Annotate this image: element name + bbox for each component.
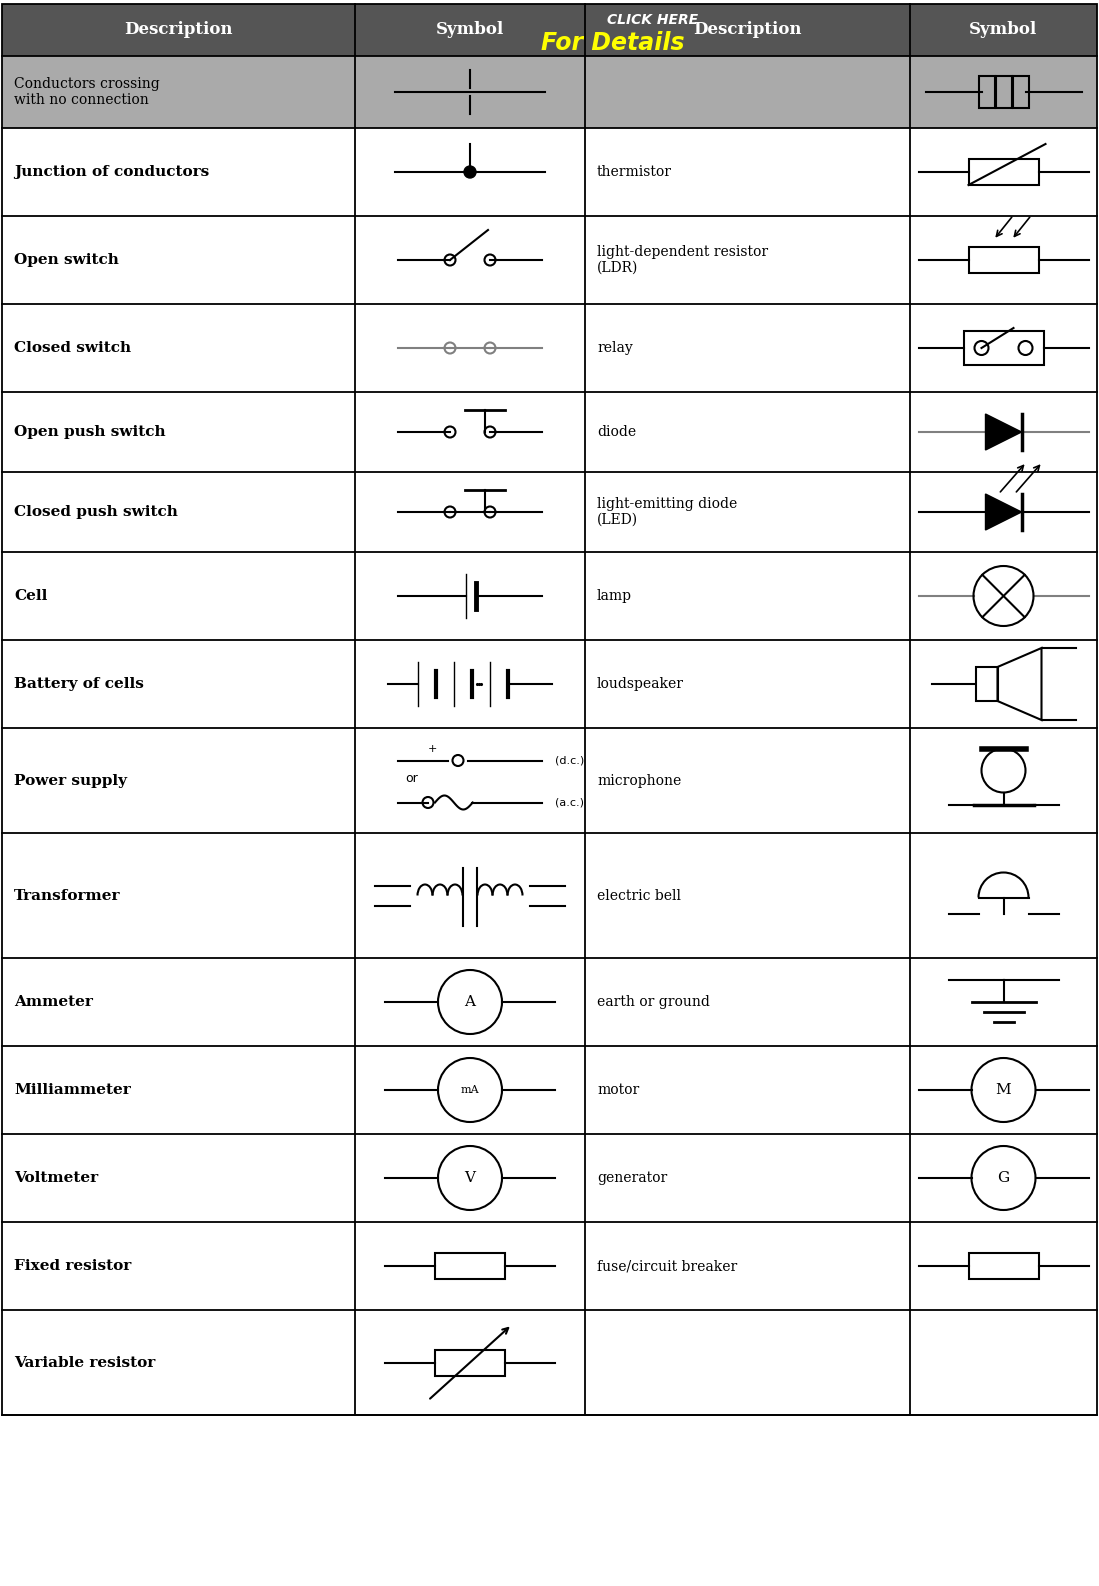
Bar bbox=[435, 1350, 506, 1375]
Text: mA: mA bbox=[460, 1085, 479, 1094]
Text: (d.c.): (d.c.) bbox=[555, 755, 585, 766]
Text: diode: diode bbox=[597, 425, 636, 439]
Bar bbox=[2, 56, 1097, 128]
Bar bbox=[2, 5, 1097, 1415]
Text: microphone: microphone bbox=[597, 774, 681, 788]
Polygon shape bbox=[986, 493, 1021, 530]
Text: Cell: Cell bbox=[14, 588, 47, 603]
Text: light-dependent resistor
(LDR): light-dependent resistor (LDR) bbox=[597, 244, 768, 274]
Text: earth or ground: earth or ground bbox=[597, 994, 710, 1009]
Text: +: + bbox=[428, 744, 436, 753]
Bar bbox=[435, 1253, 506, 1278]
Text: Description: Description bbox=[124, 22, 233, 38]
Text: Voltmeter: Voltmeter bbox=[14, 1170, 98, 1185]
Text: Junction of conductors: Junction of conductors bbox=[14, 165, 209, 179]
Text: Closed switch: Closed switch bbox=[14, 341, 131, 355]
Text: M: M bbox=[996, 1083, 1011, 1098]
Text: Power supply: Power supply bbox=[14, 774, 127, 788]
Text: or: or bbox=[406, 772, 418, 785]
Bar bbox=[968, 159, 1039, 186]
Text: Milliammeter: Milliammeter bbox=[14, 1083, 131, 1098]
Text: A: A bbox=[465, 994, 476, 1009]
Text: Conductors crossing
with no connection: Conductors crossing with no connection bbox=[14, 76, 159, 108]
Text: Variable resistor: Variable resistor bbox=[14, 1356, 155, 1369]
Text: motor: motor bbox=[597, 1083, 640, 1098]
Bar bbox=[1012, 76, 1029, 108]
Text: Fixed resistor: Fixed resistor bbox=[14, 1259, 131, 1274]
Text: thermistor: thermistor bbox=[597, 165, 671, 179]
Bar bbox=[978, 76, 995, 108]
Circle shape bbox=[464, 167, 476, 178]
Text: Battery of cells: Battery of cells bbox=[14, 677, 144, 691]
Text: light-emitting diode
(LED): light-emitting diode (LED) bbox=[597, 496, 737, 527]
Bar bbox=[968, 1253, 1039, 1278]
Text: Symbol: Symbol bbox=[969, 22, 1037, 38]
Polygon shape bbox=[986, 414, 1021, 450]
Bar bbox=[996, 76, 1011, 108]
Text: Ammeter: Ammeter bbox=[14, 994, 93, 1009]
Text: V: V bbox=[465, 1170, 476, 1185]
Text: Symbol: Symbol bbox=[436, 22, 504, 38]
Text: Transformer: Transformer bbox=[14, 888, 121, 902]
Text: loudspeaker: loudspeaker bbox=[597, 677, 684, 691]
Text: electric bell: electric bell bbox=[597, 888, 681, 902]
Text: Description: Description bbox=[693, 22, 802, 38]
Text: lamp: lamp bbox=[597, 588, 632, 603]
Text: G: G bbox=[998, 1170, 1010, 1185]
Text: (a.c.): (a.c.) bbox=[555, 798, 584, 807]
Text: CLICK HERE: CLICK HERE bbox=[607, 13, 698, 27]
Text: generator: generator bbox=[597, 1170, 667, 1185]
Bar bbox=[968, 247, 1039, 273]
Text: Closed push switch: Closed push switch bbox=[14, 504, 178, 519]
Text: For Details: For Details bbox=[541, 32, 685, 56]
Bar bbox=[964, 331, 1043, 365]
Bar bbox=[2, 5, 1097, 56]
Bar bbox=[976, 668, 998, 701]
Text: Open push switch: Open push switch bbox=[14, 425, 166, 439]
Text: relay: relay bbox=[597, 341, 633, 355]
Text: fuse/circuit breaker: fuse/circuit breaker bbox=[597, 1259, 737, 1274]
Text: Open switch: Open switch bbox=[14, 254, 119, 266]
